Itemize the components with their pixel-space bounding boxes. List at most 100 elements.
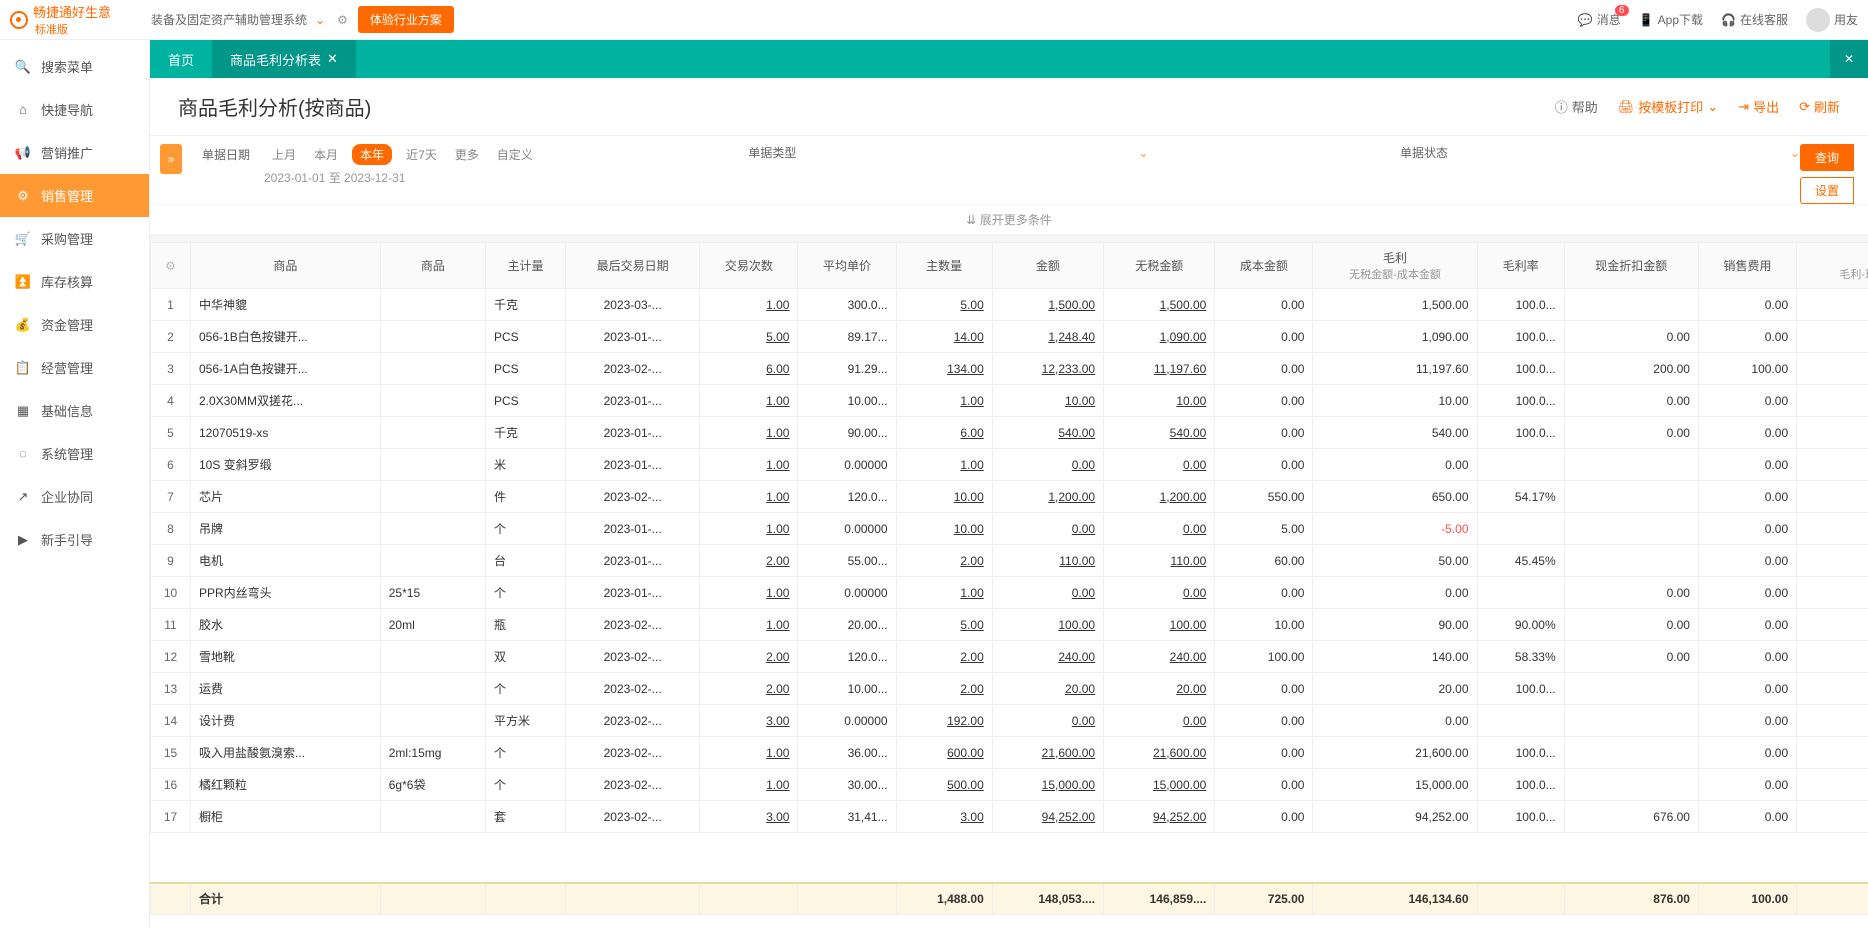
type-filter-dropdown[interactable]: 单据类型 ⌄ bbox=[748, 144, 1148, 161]
drill-link[interactable]: 15,000.00 bbox=[1042, 778, 1095, 792]
drill-link[interactable]: 100.00 bbox=[1058, 618, 1095, 632]
column-header[interactable]: 净利润毛利-现金折扣-销售费用 bbox=[1797, 243, 1868, 289]
status-filter-dropdown[interactable]: 单据状态 ⌄ bbox=[1400, 144, 1800, 161]
sidebar-item-9[interactable]: ◌系统管理 bbox=[0, 432, 149, 475]
column-header[interactable]: 毛利无税金额-成本金额 bbox=[1313, 243, 1477, 289]
drill-link[interactable]: 21,600.00 bbox=[1153, 746, 1206, 760]
drill-link[interactable]: 1.00 bbox=[766, 490, 789, 504]
close-all-tabs-button[interactable]: ✕ bbox=[1830, 40, 1868, 78]
column-header[interactable]: 平均单价 bbox=[798, 243, 896, 289]
expand-more-filters[interactable]: ⇊ 展开更多条件 bbox=[150, 204, 1868, 234]
help-button[interactable]: ⓘ 帮助 bbox=[1555, 97, 1598, 116]
drill-link[interactable]: 540.00 bbox=[1170, 426, 1207, 440]
sidebar-item-3[interactable]: ⚙销售管理 bbox=[0, 174, 149, 217]
gear-icon[interactable]: ⚙ bbox=[337, 13, 348, 27]
table-row[interactable]: 2056-1B白色按键开...PCS2023-01-...5.0089.17..… bbox=[151, 321, 1868, 353]
column-header[interactable]: 销售费用 bbox=[1698, 243, 1796, 289]
settings-button[interactable]: 设置 bbox=[1800, 177, 1854, 204]
table-row[interactable]: 16橘红颗粒6g*6袋个2023-02-...1.0030.00...500.0… bbox=[151, 769, 1868, 801]
drill-link[interactable]: 15,000.00 bbox=[1153, 778, 1206, 792]
column-header[interactable]: 现金折扣金额 bbox=[1564, 243, 1698, 289]
drill-link[interactable]: 0.00 bbox=[1072, 586, 1095, 600]
drill-link[interactable]: 100.00 bbox=[1170, 618, 1207, 632]
drill-link[interactable]: 14.00 bbox=[954, 330, 984, 344]
table-row[interactable]: 9电机台2023-01-...2.0055.00...2.00110.00110… bbox=[151, 545, 1868, 577]
drill-link[interactable]: 0.00 bbox=[1183, 522, 1206, 536]
sidebar-item-6[interactable]: 💰资金管理 bbox=[0, 303, 149, 346]
drill-link[interactable]: 500.00 bbox=[947, 778, 984, 792]
sidebar-item-0[interactable]: 🔍搜索菜单 bbox=[0, 45, 149, 88]
drill-link[interactable]: 2.00 bbox=[960, 650, 983, 664]
drill-link[interactable]: 0.00 bbox=[1072, 522, 1095, 536]
drill-link[interactable]: 1.00 bbox=[766, 586, 789, 600]
drill-link[interactable]: 5.00 bbox=[766, 330, 789, 344]
table-row[interactable]: 13运费个2023-02-...2.0010.00...2.0020.0020.… bbox=[151, 673, 1868, 705]
drill-link[interactable]: 0.00 bbox=[1072, 714, 1095, 728]
drill-link[interactable]: 1.00 bbox=[766, 458, 789, 472]
drill-link[interactable]: 0.00 bbox=[1183, 586, 1206, 600]
drill-link[interactable]: 5.00 bbox=[960, 618, 983, 632]
table-row[interactable]: 3056-1A白色按键开...PCS2023-02-...6.0091.29..… bbox=[151, 353, 1868, 385]
column-header[interactable]: 主计量 bbox=[485, 243, 565, 289]
drill-link[interactable]: 600.00 bbox=[947, 746, 984, 760]
drill-link[interactable]: 3.00 bbox=[960, 810, 983, 824]
table-row[interactable]: 17橱柜套2023-02-...3.0031,41...3.0094,252.0… bbox=[151, 801, 1868, 833]
drill-link[interactable]: 110.00 bbox=[1171, 554, 1207, 568]
sidebar-item-11[interactable]: ▶新手引导 bbox=[0, 518, 149, 561]
sidebar-item-5[interactable]: ⏫库存核算 bbox=[0, 260, 149, 303]
column-header[interactable]: 无税金额 bbox=[1104, 243, 1215, 289]
column-header[interactable]: 交易次数 bbox=[700, 243, 798, 289]
drill-link[interactable]: 0.00 bbox=[1183, 458, 1206, 472]
drill-link[interactable]: 2.00 bbox=[766, 650, 789, 664]
drill-link[interactable]: 240.00 bbox=[1058, 650, 1095, 664]
drill-link[interactable]: 1.00 bbox=[766, 746, 789, 760]
drill-link[interactable]: 10.00 bbox=[1176, 394, 1206, 408]
column-header[interactable]: 毛利率 bbox=[1477, 243, 1564, 289]
table-row[interactable]: 8吊牌个2023-01-...1.000.0000010.000.000.005… bbox=[151, 513, 1868, 545]
sidebar-item-8[interactable]: ▦基础信息 bbox=[0, 389, 149, 432]
table-row[interactable]: 15吸入用盐酸氨溴索...2ml:15mg个2023-02-...1.0036.… bbox=[151, 737, 1868, 769]
drill-link[interactable]: 192.00 bbox=[947, 714, 984, 728]
drill-link[interactable]: 1.00 bbox=[960, 458, 983, 472]
column-header[interactable]: 商品 bbox=[191, 243, 381, 289]
table-row[interactable]: 1中华神貔千克2023-03-...1.00300.0...5.001,500.… bbox=[151, 289, 1868, 321]
column-settings[interactable]: ⚙ bbox=[151, 243, 191, 289]
drill-link[interactable]: 3.00 bbox=[766, 810, 789, 824]
sidebar-item-1[interactable]: ⌂快捷导航 bbox=[0, 88, 149, 131]
date-option[interactable]: 近7天 bbox=[402, 144, 441, 165]
table-row[interactable]: 610S 变斜罗缎米2023-01-...1.000.000001.000.00… bbox=[151, 449, 1868, 481]
drill-link[interactable]: 134.00 bbox=[947, 362, 984, 376]
drill-link[interactable]: 1,500.00 bbox=[1160, 298, 1207, 312]
drill-link[interactable]: 6.00 bbox=[766, 362, 789, 376]
drill-link[interactable]: 20.00 bbox=[1176, 682, 1206, 696]
sidebar-item-7[interactable]: 📋经营管理 bbox=[0, 346, 149, 389]
column-header[interactable]: 金额 bbox=[992, 243, 1103, 289]
drill-link[interactable]: 0.00 bbox=[1072, 458, 1095, 472]
column-header[interactable]: 成本金额 bbox=[1215, 243, 1313, 289]
query-button[interactable]: 查询 bbox=[1800, 144, 1854, 171]
drill-link[interactable]: 1.00 bbox=[766, 298, 789, 312]
tab-0[interactable]: 首页 bbox=[150, 40, 212, 78]
drill-link[interactable]: 1.00 bbox=[960, 586, 983, 600]
drill-link[interactable]: 10.00 bbox=[954, 490, 984, 504]
drill-link[interactable]: 240.00 bbox=[1170, 650, 1207, 664]
print-button[interactable]: 🖨 按模板打印 ⌄ bbox=[1618, 97, 1718, 116]
drill-link[interactable]: 1,500.00 bbox=[1048, 298, 1095, 312]
date-option[interactable]: 本年 bbox=[352, 144, 392, 165]
drill-link[interactable]: 1.00 bbox=[766, 426, 789, 440]
user-menu[interactable]: 用友 bbox=[1806, 8, 1858, 32]
drill-link[interactable]: 5.00 bbox=[960, 298, 983, 312]
drill-link[interactable]: 1.00 bbox=[766, 394, 789, 408]
column-header[interactable]: 主数量 bbox=[896, 243, 992, 289]
sidebar-item-4[interactable]: 🛒采购管理 bbox=[0, 217, 149, 260]
table-row[interactable]: 12雪地靴双2023-02-...2.00120.0...2.00240.002… bbox=[151, 641, 1868, 673]
drill-link[interactable]: 94,252.00 bbox=[1153, 810, 1206, 824]
drill-link[interactable]: 94,252.00 bbox=[1042, 810, 1095, 824]
drill-link[interactable]: 1.00 bbox=[766, 778, 789, 792]
date-option[interactable]: 更多 bbox=[451, 144, 483, 165]
table-row[interactable]: 42.0X30MM双搓花...PCS2023-01-...1.0010.00..… bbox=[151, 385, 1868, 417]
drill-link[interactable]: 1,200.00 bbox=[1048, 490, 1095, 504]
drill-link[interactable]: 1,200.00 bbox=[1160, 490, 1207, 504]
drill-link[interactable]: 3.00 bbox=[766, 714, 789, 728]
drill-link[interactable]: 6.00 bbox=[960, 426, 983, 440]
